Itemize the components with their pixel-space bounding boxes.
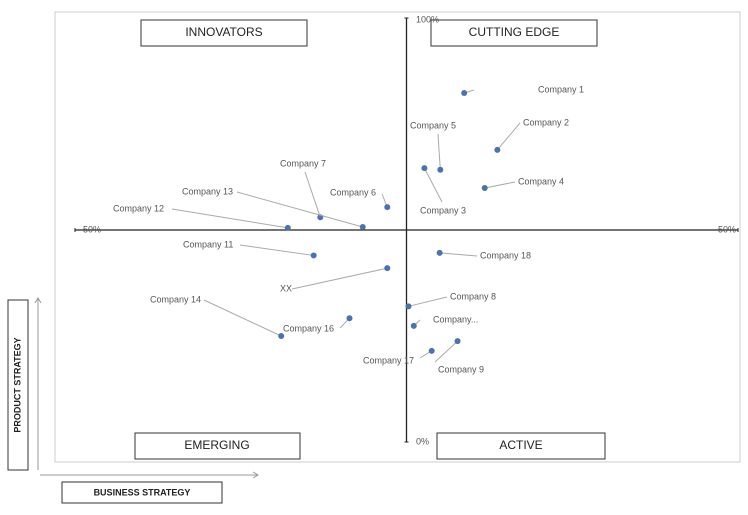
y-label-box [7,299,29,471]
point [359,224,366,231]
point [494,146,501,153]
point-label: Company 14 [150,294,201,304]
point [461,90,468,97]
quadrant-label: ACTIVE [499,438,542,452]
point [454,338,461,345]
point-label: Company 3 [420,205,466,215]
leader-line [434,340,458,363]
point-label: Company 12 [113,203,164,213]
y-tick-label: 0% [416,436,429,446]
point-label: Company 4 [518,176,564,186]
leader-line [203,299,282,337]
point-label: Company 2 [523,117,569,127]
point-label: Company 6 [330,187,376,197]
point [436,249,443,256]
point-label: Company 13 [182,186,233,196]
quadrant-box [134,432,301,460]
quadrant-label: CUTTING EDGE [469,25,560,39]
x-tick-label: 50% [83,224,101,234]
point-label: Company 11 [183,239,233,249]
leader-line [304,171,321,218]
leader-line [408,296,448,307]
quadrant-label: INNOVATORS [185,25,262,39]
leader-line [496,122,521,151]
point-label: Company 16 [283,323,334,333]
quadrant-box [430,19,598,47]
point-label: Company 9 [438,364,484,374]
leader-line [484,181,516,189]
y-arrow-head [34,297,42,304]
leader-line [291,267,388,290]
point-label: Company 8 [450,291,496,301]
point [410,322,417,329]
point-label: Company 5 [410,120,456,130]
point [310,252,317,259]
x-label-box [61,481,223,504]
point [384,265,391,272]
leader-line [423,167,443,203]
point-label: Company 17 [363,355,414,365]
x-tick-label: 50% [718,224,736,234]
leader-line [437,133,441,170]
point [284,224,291,231]
point-label: Company... [433,314,478,324]
point [481,185,488,192]
point [405,303,412,310]
point-label: Company 7 [280,158,326,168]
leader-line [236,191,363,228]
leader-line [439,252,478,257]
quadrant-box [436,432,606,460]
quadrant-box [140,19,308,47]
plot-frame [54,11,741,463]
point [428,347,435,354]
point-label: Company 1 [538,84,584,94]
point [421,165,428,172]
leader-line [171,208,288,229]
leader-line [239,244,314,256]
point [278,333,285,339]
x-arrow-head [252,471,259,479]
point [437,166,444,173]
point [346,315,353,322]
point [384,204,391,211]
point-label: XX [280,283,292,293]
point-label: Company 18 [480,250,531,260]
y-axis-label: PRODUCT STRATEGY [12,337,22,432]
quadrant-label: EMERGING [184,438,249,452]
y-tick-label: 100% [416,14,439,24]
x-axis-label: BUSINESS STRATEGY [94,487,191,497]
